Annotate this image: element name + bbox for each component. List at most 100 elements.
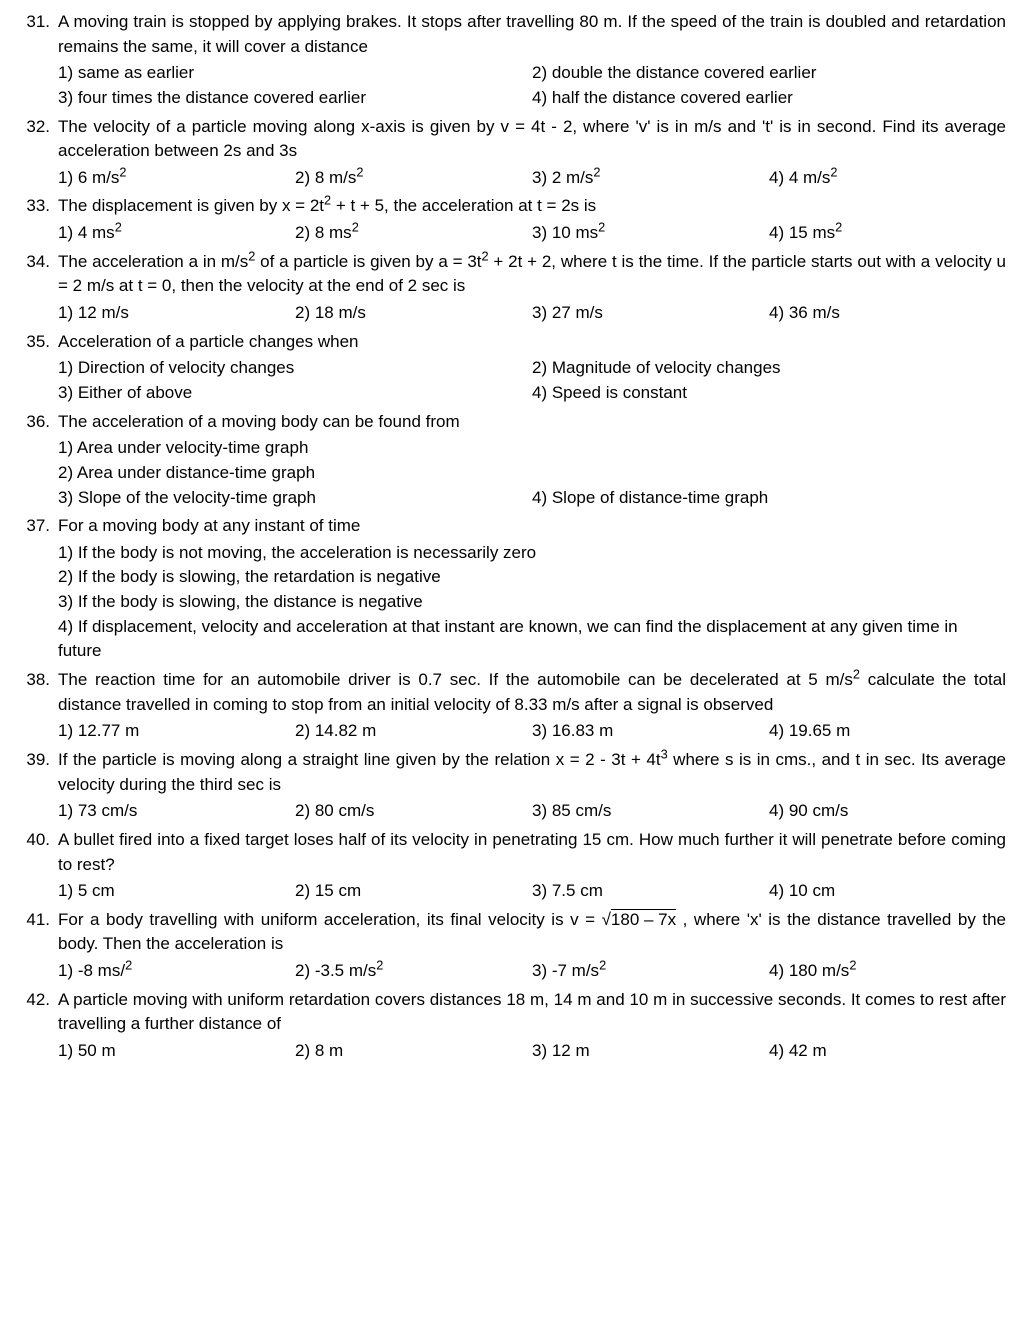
options-row: 1) 50 m2) 8 m3) 12 m4) 42 m	[58, 1039, 1006, 1064]
option: 2) Area under distance-time graph	[58, 461, 1006, 486]
question-text: The displacement is given by x = 2t2 + t…	[58, 194, 1006, 219]
option: 2) 8 m/s2	[295, 166, 532, 191]
options-row: 1) 12 m/s2) 18 m/s3) 27 m/s4) 36 m/s	[58, 301, 1006, 326]
question-text: A particle moving with uniform retardati…	[58, 988, 1006, 1037]
question: 36.The acceleration of a moving body can…	[18, 410, 1006, 511]
option: 4) Speed is constant	[532, 381, 1006, 406]
question-number: 32.	[18, 115, 58, 191]
option: 4) Slope of distance-time graph	[532, 486, 1006, 511]
option: 3) Slope of the velocity-time graph	[58, 486, 532, 511]
question-text: The velocity of a particle moving along …	[58, 115, 1006, 164]
question: 38.The reaction time for an automobile d…	[18, 668, 1006, 744]
option: 2) 8 ms2	[295, 221, 532, 246]
option: 1) 12.77 m	[58, 719, 295, 744]
option: 2) Magnitude of velocity changes	[532, 356, 1006, 381]
question-text: If the particle is moving along a straig…	[58, 748, 1006, 797]
option: 4) If displacement, velocity and acceler…	[58, 615, 1006, 664]
option: 2) 15 cm	[295, 879, 532, 904]
question-body: A particle moving with uniform retardati…	[58, 988, 1006, 1064]
option: 2) 8 m	[295, 1039, 532, 1064]
option: 1) 73 cm/s	[58, 799, 295, 824]
question-number: 40.	[18, 828, 58, 904]
question-text: For a moving body at any instant of time	[58, 514, 1006, 539]
question-text: A moving train is stopped by applying br…	[58, 10, 1006, 59]
option: 1) Direction of velocity changes	[58, 356, 532, 381]
option: 1) Area under velocity-time graph	[58, 436, 1006, 461]
question-body: For a body travelling with uniform accel…	[58, 908, 1006, 984]
question-body: A moving train is stopped by applying br…	[58, 10, 1006, 111]
question-text: Acceleration of a particle changes when	[58, 330, 1006, 355]
question-number: 37.	[18, 514, 58, 664]
question: 41.For a body travelling with uniform ac…	[18, 908, 1006, 984]
question-body: The acceleration a in m/s2 of a particle…	[58, 250, 1006, 326]
question-body: The displacement is given by x = 2t2 + t…	[58, 194, 1006, 245]
option: 2) double the distance covered earlier	[532, 61, 1006, 86]
question-body: For a moving body at any instant of time…	[58, 514, 1006, 664]
option: 3) 16.83 m	[532, 719, 769, 744]
question-text: The acceleration a in m/s2 of a particle…	[58, 250, 1006, 299]
options-row: 1) same as earlier2) double the distance…	[58, 61, 1006, 110]
question: 35.Acceleration of a particle changes wh…	[18, 330, 1006, 406]
option: 2) If the body is slowing, the retardati…	[58, 565, 1006, 590]
option: 1) 6 m/s2	[58, 166, 295, 191]
option: 2) 14.82 m	[295, 719, 532, 744]
question-number: 38.	[18, 668, 58, 744]
question-number: 33.	[18, 194, 58, 245]
option: 2) 18 m/s	[295, 301, 532, 326]
question: 42.A particle moving with uniform retard…	[18, 988, 1006, 1064]
question: 37.For a moving body at any instant of t…	[18, 514, 1006, 664]
question-body: The acceleration of a moving body can be…	[58, 410, 1006, 511]
option: 4) 4 m/s2	[769, 166, 1006, 191]
question: 40.A bullet fired into a fixed target lo…	[18, 828, 1006, 904]
options-row: 1) 4 ms22) 8 ms23) 10 ms24) 15 ms2	[58, 221, 1006, 246]
question: 31.A moving train is stopped by applying…	[18, 10, 1006, 111]
option: 3) -7 m/s2	[532, 959, 769, 984]
question: 34.The acceleration a in m/s2 of a parti…	[18, 250, 1006, 326]
question-number: 42.	[18, 988, 58, 1064]
question-text: The acceleration of a moving body can be…	[58, 410, 1006, 435]
question-list: 31.A moving train is stopped by applying…	[18, 10, 1006, 1064]
option: 3) 85 cm/s	[532, 799, 769, 824]
question: 33.The displacement is given by x = 2t2 …	[18, 194, 1006, 245]
question-number: 41.	[18, 908, 58, 984]
option: 4) 90 cm/s	[769, 799, 1006, 824]
option: 4) 36 m/s	[769, 301, 1006, 326]
options-row: 1) 12.77 m2) 14.82 m3) 16.83 m4) 19.65 m	[58, 719, 1006, 744]
question-body: The reaction time for an automobile driv…	[58, 668, 1006, 744]
option: 1) 50 m	[58, 1039, 295, 1064]
option: 1) 4 ms2	[58, 221, 295, 246]
question-text: For a body travelling with uniform accel…	[58, 908, 1006, 957]
option: 4) 180 m/s2	[769, 959, 1006, 984]
option: 1) 5 cm	[58, 879, 295, 904]
option: 3) 2 m/s2	[532, 166, 769, 191]
option: 2) 80 cm/s	[295, 799, 532, 824]
option: 3) four times the distance covered earli…	[58, 86, 532, 111]
question-body: If the particle is moving along a straig…	[58, 748, 1006, 824]
option: 3) Either of above	[58, 381, 532, 406]
option: 3) If the body is slowing, the distance …	[58, 590, 1006, 615]
options-row: 1) 73 cm/s2) 80 cm/s3) 85 cm/s4) 90 cm/s	[58, 799, 1006, 824]
option: 1) 12 m/s	[58, 301, 295, 326]
option: 4) 19.65 m	[769, 719, 1006, 744]
options-row: 1) Area under velocity-time graph2) Area…	[58, 436, 1006, 510]
option: 3) 10 ms2	[532, 221, 769, 246]
options-row: 1) 5 cm2) 15 cm3) 7.5 cm4) 10 cm	[58, 879, 1006, 904]
option: 4) half the distance covered earlier	[532, 86, 1006, 111]
options-row: 1) Direction of velocity changes2) Magni…	[58, 356, 1006, 405]
question-body: The velocity of a particle moving along …	[58, 115, 1006, 191]
question: 39.If the particle is moving along a str…	[18, 748, 1006, 824]
question-text: A bullet fired into a fixed target loses…	[58, 828, 1006, 877]
option: 3) 27 m/s	[532, 301, 769, 326]
question-number: 39.	[18, 748, 58, 824]
option: 1) -8 ms/2	[58, 959, 295, 984]
question-number: 31.	[18, 10, 58, 111]
question-text: The reaction time for an automobile driv…	[58, 668, 1006, 717]
options-row: 1) 6 m/s22) 8 m/s23) 2 m/s24) 4 m/s2	[58, 166, 1006, 191]
option: 4) 42 m	[769, 1039, 1006, 1064]
question: 32.The velocity of a particle moving alo…	[18, 115, 1006, 191]
option: 3) 7.5 cm	[532, 879, 769, 904]
option: 2) -3.5 m/s2	[295, 959, 532, 984]
option: 3) 12 m	[532, 1039, 769, 1064]
question-body: A bullet fired into a fixed target loses…	[58, 828, 1006, 904]
question-number: 36.	[18, 410, 58, 511]
